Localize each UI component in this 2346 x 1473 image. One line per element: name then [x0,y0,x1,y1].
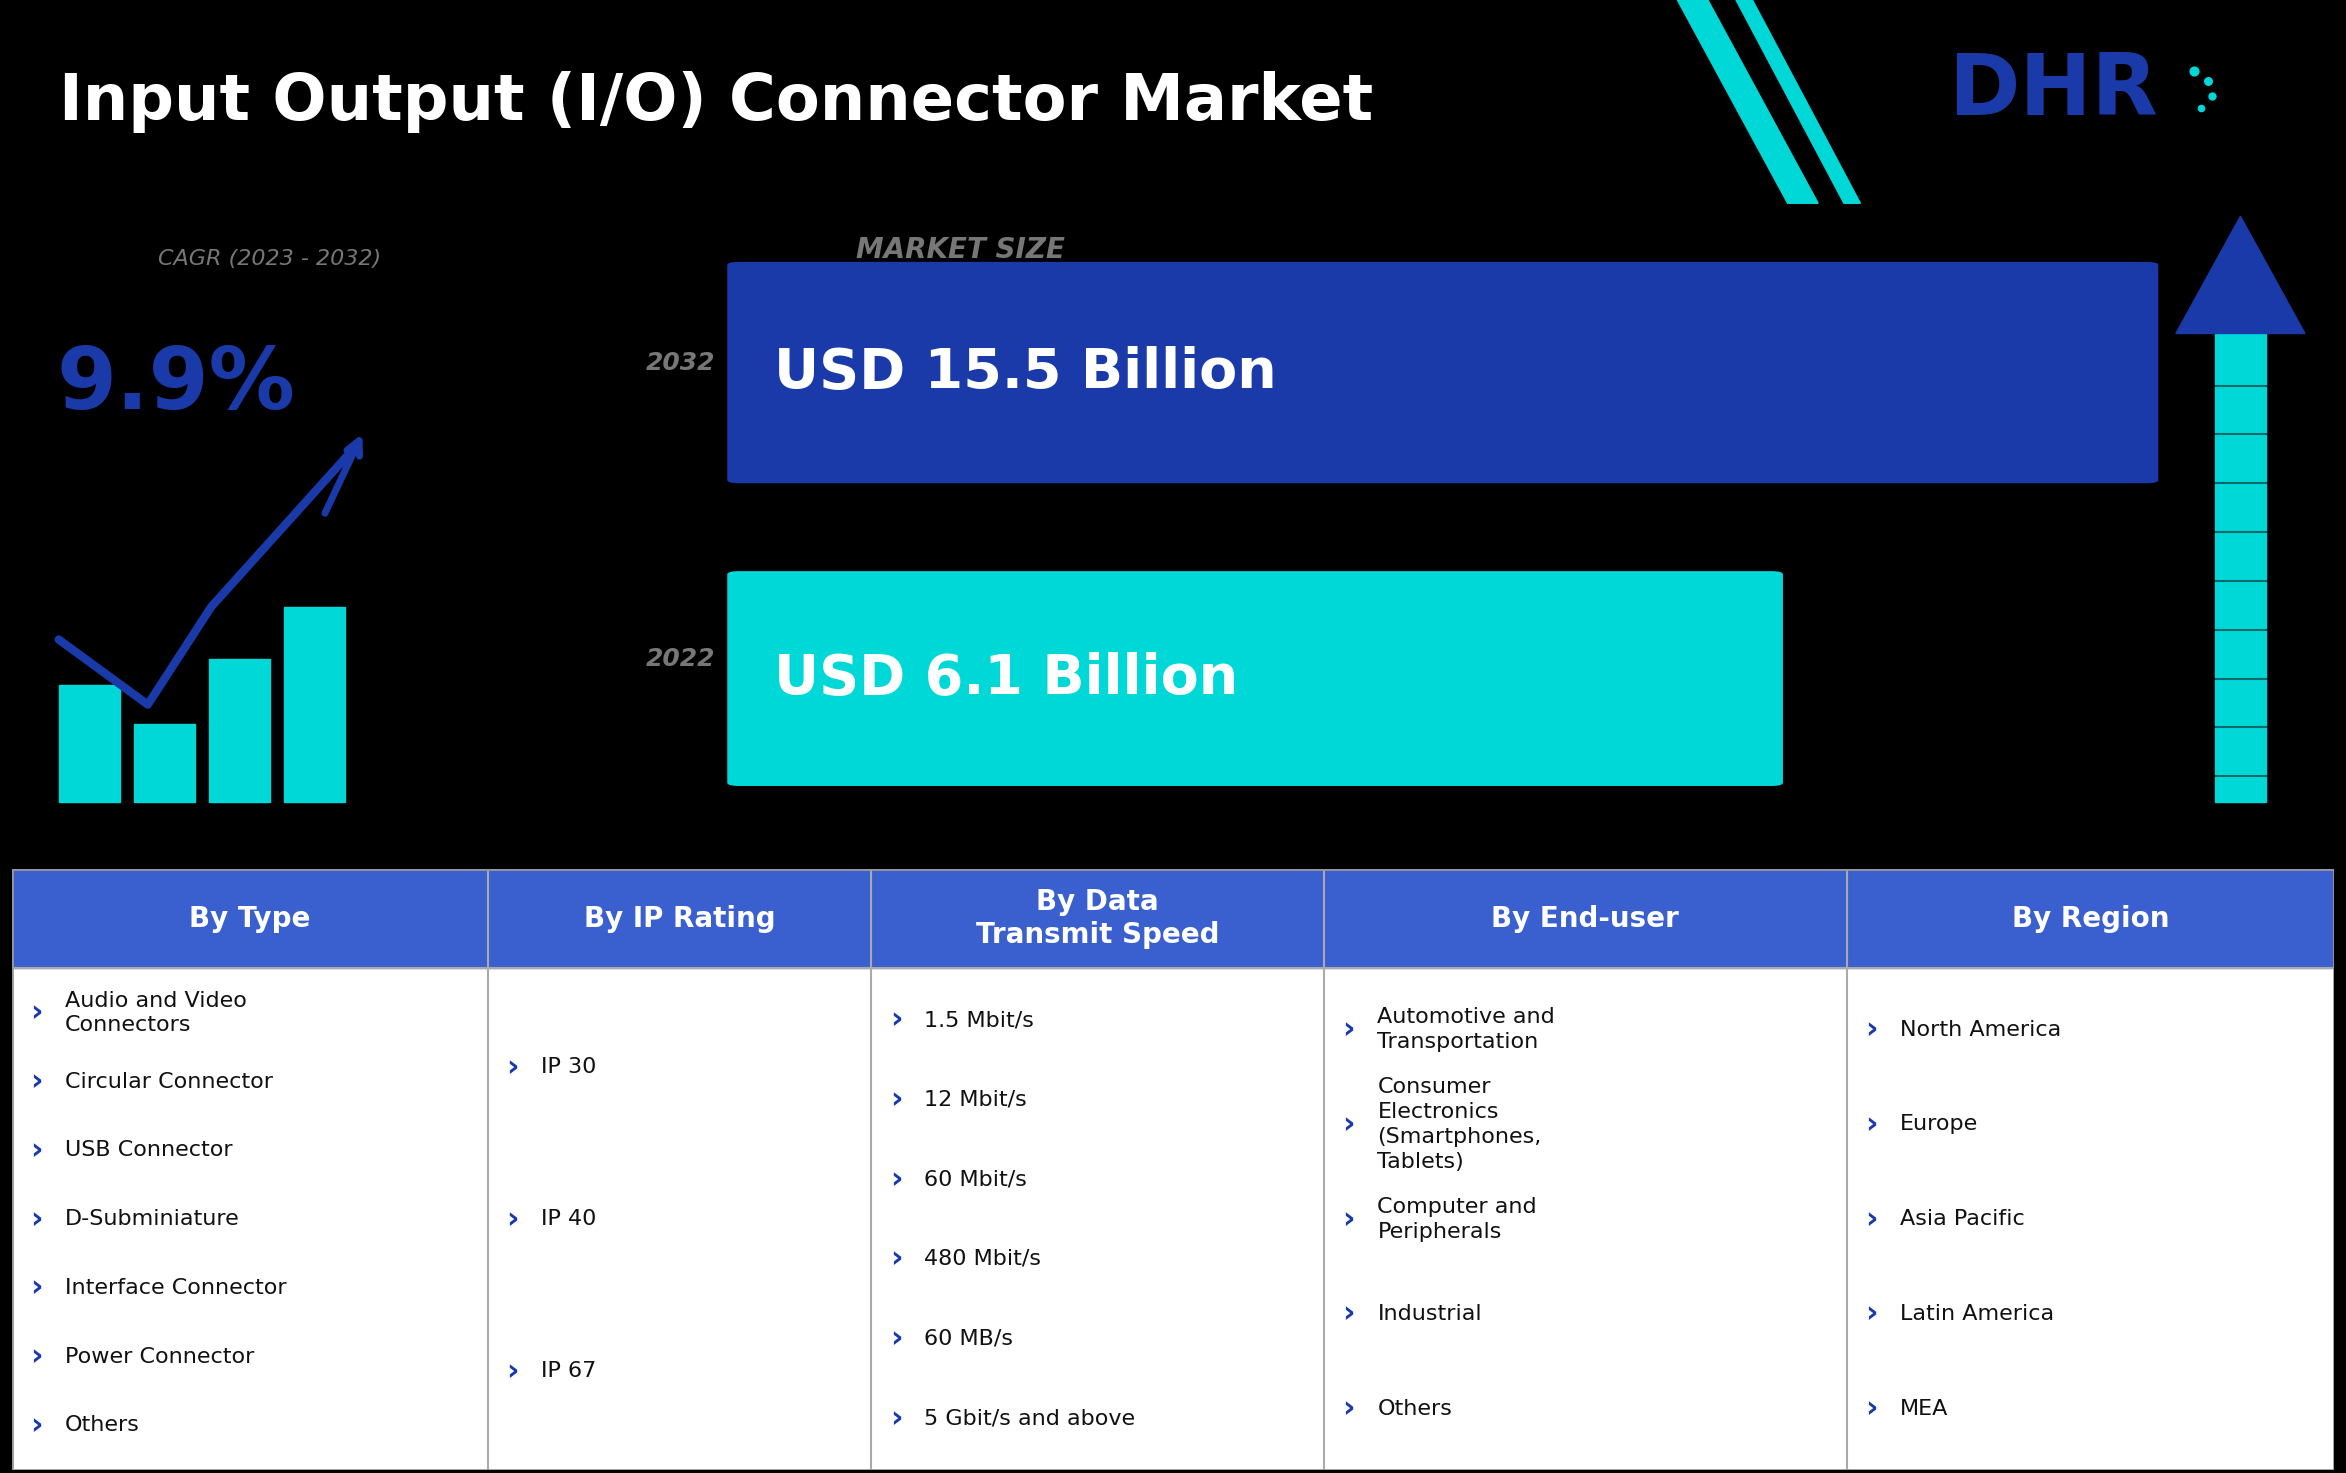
Bar [1846,968,2334,1470]
Text: ›: › [889,1324,903,1354]
Text: Latin America: Latin America [1900,1304,2055,1324]
Text: Power Connector: Power Connector [66,1346,253,1367]
Text: IP 30: IP 30 [542,1058,596,1077]
Text: 60 Mbit/s: 60 Mbit/s [924,1170,1028,1189]
Text: By IP Rating: By IP Rating [584,904,774,932]
Text: 1.5 Mbit/s: 1.5 Mbit/s [924,1010,1035,1030]
FancyBboxPatch shape [727,572,1783,787]
Text: Others: Others [66,1416,141,1435]
Text: ›: › [30,1342,42,1371]
Text: 60 MB/s: 60 MB/s [924,1329,1013,1349]
Bar [870,869,1323,968]
Bar [209,658,270,803]
Text: By End-user: By End-user [1492,904,1680,932]
Bar [1323,968,1846,1470]
Text: MEA: MEA [1900,1398,1947,1418]
Text: ›: › [1865,1205,1877,1234]
Text: USB Connector: USB Connector [66,1140,232,1161]
Bar [488,968,870,1470]
Text: ›: › [30,1411,42,1441]
Text: Circular Connector: Circular Connector [66,1072,272,1091]
Text: ›: › [889,1404,903,1433]
Text: Others: Others [1377,1398,1452,1418]
FancyBboxPatch shape [727,262,2158,483]
Text: ›: › [1342,1393,1356,1423]
Text: ›: › [1865,1299,1877,1329]
Text: Consumer
Electronics
(Smartphones,
Tablets): Consumer Electronics (Smartphones, Table… [1377,1077,1541,1171]
Text: Interface Connector: Interface Connector [66,1279,286,1298]
Bar [488,869,870,968]
Text: USD 6.1 Billion: USD 6.1 Billion [774,651,1239,706]
Text: ›: › [889,1245,903,1274]
Text: CAGR (2023 - 2032): CAGR (2023 - 2032) [157,249,382,270]
Text: ›: › [507,1205,518,1234]
Text: ›: › [1342,1205,1356,1234]
Text: IP 40: IP 40 [542,1209,596,1228]
Text: ›: › [1865,1015,1877,1044]
Bar [12,869,488,968]
Polygon shape [1788,0,2346,203]
Text: ›: › [1342,1015,1356,1044]
Text: Audio and Video
Connectors: Audio and Video Connectors [66,990,246,1036]
Text: IP 67: IP 67 [542,1361,596,1382]
Text: 480 Mbit/s: 480 Mbit/s [924,1249,1042,1268]
Text: D-Subminiature: D-Subminiature [66,1209,239,1228]
Text: ›: › [30,1066,42,1096]
Bar [1846,869,2334,968]
Point [2194,84,2231,108]
Text: ›: › [30,1136,42,1165]
Point [2175,59,2212,82]
Bar [1323,869,1846,968]
Text: ›: › [30,1205,42,1234]
Bar [12,968,488,1470]
Text: 5 Gbit/s and above: 5 Gbit/s and above [924,1408,1135,1429]
Text: Input Output (I/O) Connector Market: Input Output (I/O) Connector Market [59,71,1372,133]
Bar [284,607,345,803]
Text: By Type: By Type [190,904,310,932]
Point [2189,69,2226,93]
Text: ›: › [30,1273,42,1302]
Text: ›: › [1865,1393,1877,1423]
Text: ›: › [1342,1111,1356,1139]
Text: 2032: 2032 [645,351,716,374]
Text: DHR: DHR [1947,50,2158,133]
Bar [134,725,195,803]
Text: ›: › [889,1165,903,1193]
Text: Europe: Europe [1900,1115,1978,1134]
Text: ›: › [507,1357,518,1386]
Text: Asia Pacific: Asia Pacific [1900,1209,2025,1228]
Text: ›: › [1342,1299,1356,1329]
Text: North America: North America [1900,1019,2062,1040]
Bar [2215,333,2266,803]
Point [2182,96,2219,119]
Text: ›: › [1865,1111,1877,1139]
Text: 12 Mbit/s: 12 Mbit/s [924,1090,1028,1109]
Text: Industrial: Industrial [1377,1304,1483,1324]
Text: 9.9%: 9.9% [56,345,296,427]
Text: 2022: 2022 [645,647,716,672]
Text: ›: › [507,1053,518,1081]
Text: USD 15.5 Billion: USD 15.5 Billion [774,346,1276,399]
Text: By Data
Transmit Speed: By Data Transmit Speed [976,888,1220,949]
Text: Computer and
Peripherals: Computer and Peripherals [1377,1196,1537,1242]
Polygon shape [1677,0,1818,203]
Text: ›: › [889,1006,903,1034]
Bar [59,685,120,803]
Text: By Region: By Region [2011,904,2170,932]
Text: ›: › [30,999,42,1027]
Polygon shape [1736,0,1860,203]
Text: Automotive and
Transportation: Automotive and Transportation [1377,1008,1555,1052]
Text: MARKET SIZE: MARKET SIZE [856,236,1065,264]
Text: ›: › [889,1086,903,1114]
Polygon shape [2177,217,2304,333]
Bar [870,968,1323,1470]
